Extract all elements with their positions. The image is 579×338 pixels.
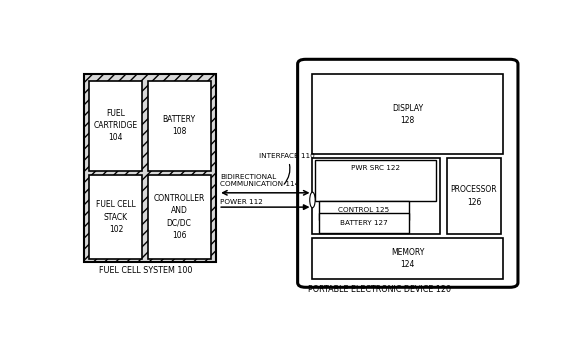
Text: POWER 112: POWER 112 [221, 198, 263, 204]
Text: DISPLAY
128: DISPLAY 128 [392, 103, 423, 125]
FancyBboxPatch shape [298, 59, 518, 287]
Text: BATTERY
108: BATTERY 108 [163, 115, 196, 136]
Text: CONTROL 125: CONTROL 125 [338, 208, 390, 213]
Bar [89, 175, 142, 259]
Bar [83, 74, 216, 262]
Text: BIDIRECTIONAL
COMMUNICATION 114: BIDIRECTIONAL COMMUNICATION 114 [221, 174, 300, 187]
Text: PWR SRC 122: PWR SRC 122 [351, 165, 400, 171]
Bar [148, 175, 211, 259]
Text: PORTABLE ELECTRONIC DEVICE 120: PORTABLE ELECTRONIC DEVICE 120 [308, 285, 451, 294]
Bar [313, 158, 441, 235]
Text: PROCESSOR
126: PROCESSOR 126 [450, 186, 497, 207]
Bar [315, 160, 436, 201]
Ellipse shape [310, 192, 315, 208]
Text: CONTROLLER
AND
DC/DC
106: CONTROLLER AND DC/DC 106 [153, 194, 205, 240]
Text: FUEL CELL
STACK
102: FUEL CELL STACK 102 [96, 200, 136, 234]
Bar [148, 81, 211, 171]
Bar [89, 81, 142, 171]
Text: FUEL
CARTRIDGE
104: FUEL CARTRIDGE 104 [94, 109, 138, 142]
Bar [313, 74, 503, 154]
Text: MEMORY
124: MEMORY 124 [391, 248, 424, 269]
Text: INTERFACE 110: INTERFACE 110 [259, 153, 314, 184]
Bar [319, 201, 409, 220]
Bar [447, 158, 501, 235]
Bar [319, 213, 409, 233]
Text: BATTERY 127: BATTERY 127 [340, 220, 388, 226]
Bar [313, 238, 503, 279]
Text: FUEL CELL SYSTEM 100: FUEL CELL SYSTEM 100 [100, 266, 193, 275]
